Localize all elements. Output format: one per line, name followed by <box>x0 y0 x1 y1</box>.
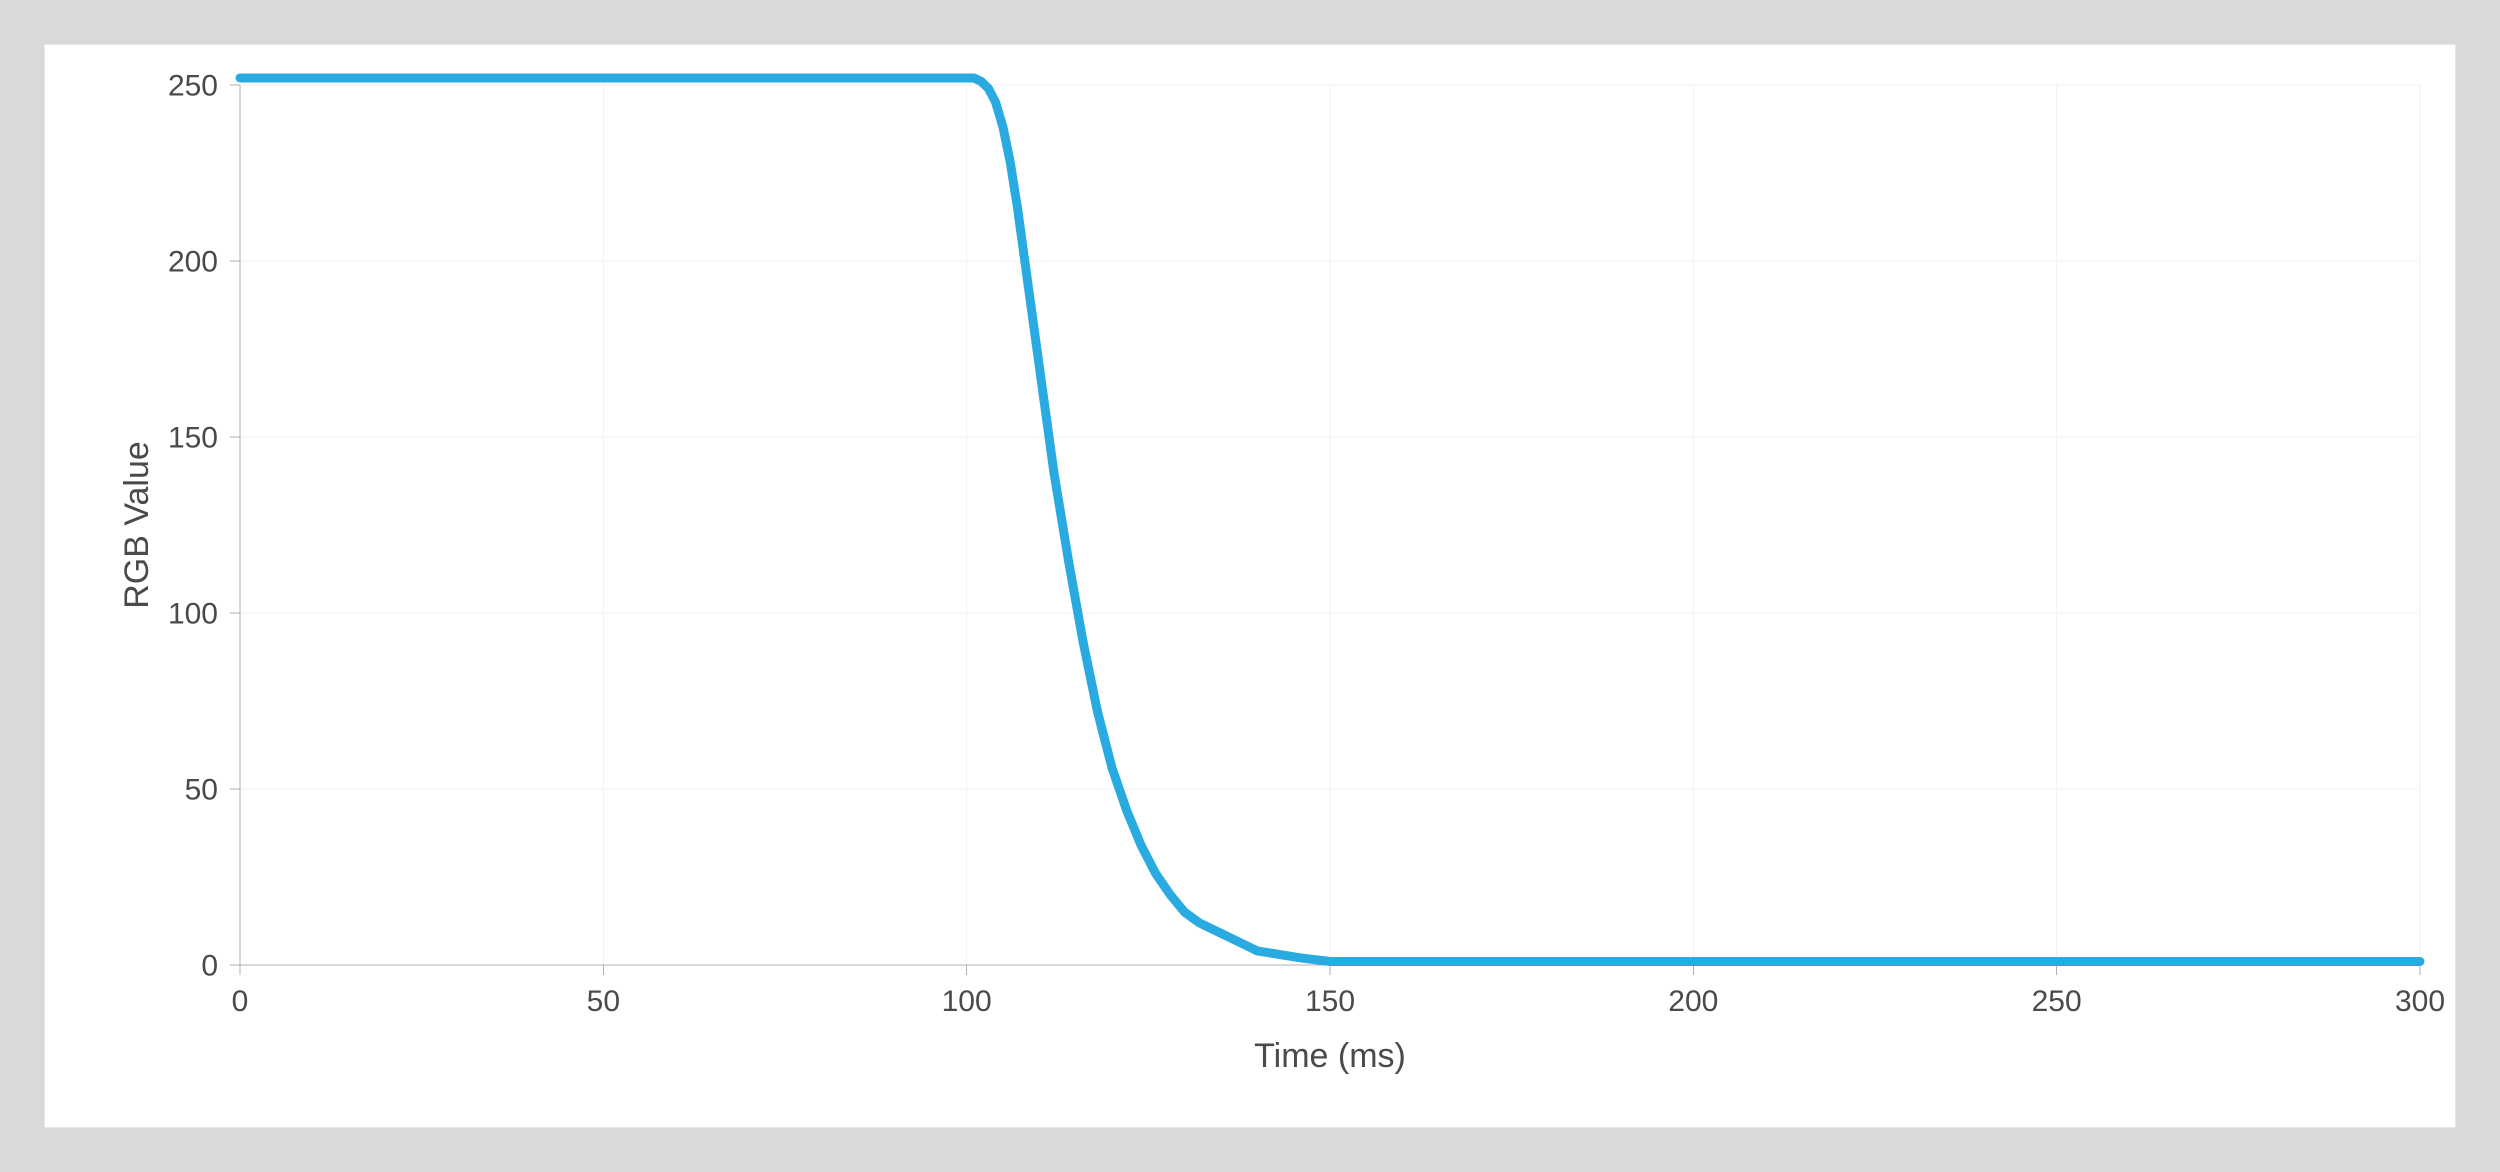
chart-card: 0 50 100 150 200 250 300 0 50 100 150 200 250 Time (m… <box>44 44 2456 1128</box>
x-tick-label: 250 <box>2032 985 2082 1018</box>
line-chart: 0 50 100 150 200 250 300 0 50 100 150 200 250 Time (m… <box>45 45 2457 1129</box>
x-tick-label: 200 <box>1668 985 1718 1018</box>
y-axis-title: RGB Value <box>118 441 156 609</box>
y-tick-label: 250 <box>168 70 218 103</box>
x-tick-label: 150 <box>1305 985 1355 1018</box>
x-axis-title: Time (ms) <box>1254 1037 1406 1075</box>
y-tick-label: 0 <box>201 950 218 983</box>
y-tick-label: 150 <box>168 422 218 455</box>
x-tick-label: 50 <box>587 985 620 1018</box>
x-tick-label: 100 <box>942 985 992 1018</box>
x-tick-label: 300 <box>2395 985 2445 1018</box>
y-tick-label: 200 <box>168 246 218 279</box>
x-tick-label: 0 <box>232 985 249 1018</box>
y-tick-label: 100 <box>168 598 218 631</box>
y-tick-label: 50 <box>185 774 218 807</box>
page-background: 0 50 100 150 200 250 300 0 50 100 150 200 250 Time (m… <box>0 0 2500 1172</box>
